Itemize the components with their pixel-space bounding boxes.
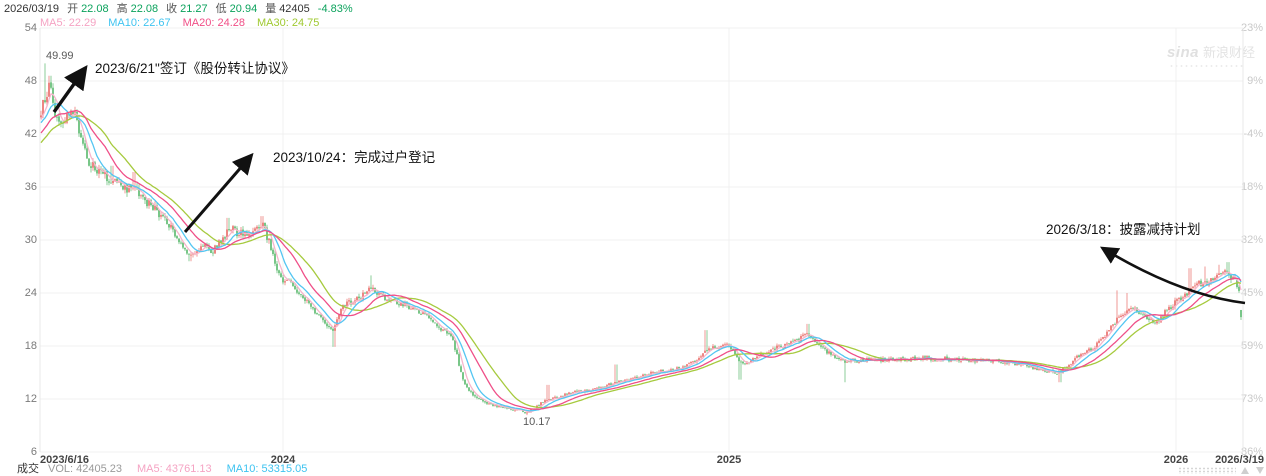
- event-annotation: 2023/10/24：完成过户登记: [273, 150, 436, 165]
- y-axis-left-label: 42: [24, 128, 37, 140]
- ohlc-field-value: 22.08: [81, 3, 109, 15]
- y-axis-right: 23% 9% -4% -18% -32% -45% -59% -73% -86%: [1222, 0, 1266, 476]
- ohlc-field-value: 22.08: [130, 3, 159, 15]
- ma-legend: MA5: 22.29 MA10: 22.67 MA20: 24.28 MA30: 24…: [40, 17, 331, 29]
- y-axis-right-label: -86%: [1237, 446, 1263, 458]
- change-percent: -4.83%: [317, 3, 353, 15]
- ma-legend-item: MA10: 22.67: [108, 17, 171, 29]
- high-price-label: 49.99: [46, 50, 74, 62]
- ma30-line: [40, 115, 1242, 409]
- sina-watermark: sina 新浪财经: [1167, 42, 1255, 68]
- volume-stat-item: MA10: 53315.05: [226, 463, 308, 475]
- y-axis-left-label: 24: [24, 287, 37, 299]
- event-annotation: 2023/6/21"签订《股份转让协议》: [95, 61, 295, 76]
- y-axis-left-label: 30: [24, 234, 37, 246]
- ohlc-field-label: 收: [166, 3, 178, 15]
- sina-finance-label: 新浪财经: [1203, 45, 1256, 60]
- volume-header-row: 成交 VOL: 42405.23 MA5: 43761.13 MA10: 53315…: [17, 463, 322, 475]
- y-axis-right-label: -4%: [1243, 128, 1263, 140]
- y-axis-left-label: 18: [24, 340, 37, 352]
- x-axis-label: 2024: [270, 454, 296, 466]
- sina-logo: sina: [1167, 44, 1200, 61]
- x-axis-label: 2026/3/19: [1215, 454, 1264, 466]
- x-axis-label: 2026: [1163, 454, 1189, 466]
- ohlc-field-value: 42405: [279, 3, 310, 15]
- ohlc-field-label: 开: [67, 3, 79, 15]
- watermark-subtext: [1169, 64, 1243, 68]
- ma-legend-item: MA30: 24.75: [257, 17, 320, 29]
- event-annotation: 2026/3/18：披露减持计划: [1046, 222, 1201, 237]
- y-axis-right-label: 9%: [1247, 75, 1263, 87]
- volume-pane-label: 成交: [17, 463, 39, 475]
- ma-legend-item: MA5: 22.29: [40, 17, 97, 29]
- ohlc-field-label: 高: [116, 3, 128, 15]
- y-axis-right-label: 23%: [1240, 22, 1263, 34]
- ma10-line: [40, 103, 1242, 412]
- y-axis-left-label: 54: [24, 22, 37, 34]
- volume-stat-item: VOL: 42405.23: [48, 463, 123, 475]
- y-axis-right-label: -32%: [1237, 234, 1263, 246]
- quote-date: 2026/03/19: [4, 3, 60, 15]
- annotation-arrow: [52, 65, 88, 113]
- volume-stat-item: MA5: 43761.13: [137, 463, 212, 475]
- y-axis-right-label: -18%: [1237, 181, 1263, 193]
- scroll-left-triangle-icon[interactable]: [1241, 467, 1249, 474]
- ohlc-field-value: 20.94: [229, 3, 258, 15]
- y-axis-left: 54 48 42 36 30 24 18 12 6: [0, 0, 38, 476]
- y-axis-right-label: -59%: [1237, 340, 1263, 352]
- x-axis-label: 2025: [716, 454, 742, 466]
- y-axis-left-label: 12: [24, 393, 37, 405]
- y-axis-left-label: 36: [24, 181, 37, 193]
- y-axis-left-label: 48: [24, 75, 37, 87]
- ma-legend-item: MA20: 24.28: [182, 17, 246, 29]
- low-price-label: 10.17: [523, 416, 551, 428]
- y-axis-right-label: -45%: [1237, 287, 1263, 299]
- ohlc-field-label: 量: [265, 3, 277, 15]
- ohlc-field-value: 21.27: [180, 3, 208, 15]
- y-axis-left-label: 6: [30, 446, 37, 458]
- ohlc-header: 2026/03/19 开 22.08 高 22.08 收 21.27 低 20.94 量 4240…: [4, 3, 353, 15]
- ma20-line: [40, 110, 1242, 410]
- x-axis-label: 2023/6/16: [40, 454, 89, 466]
- scroll-right-triangle-icon[interactable]: [1256, 467, 1264, 474]
- y-axis-right-label: -73%: [1237, 393, 1263, 405]
- ohlc-field-label: 低: [215, 3, 227, 15]
- time-scrollbar-dots[interactable]: [1178, 467, 1236, 474]
- ma5-line: [40, 93, 1242, 413]
- annotation-arrow: [183, 152, 254, 233]
- annotation-arrow: [1099, 246, 1246, 305]
